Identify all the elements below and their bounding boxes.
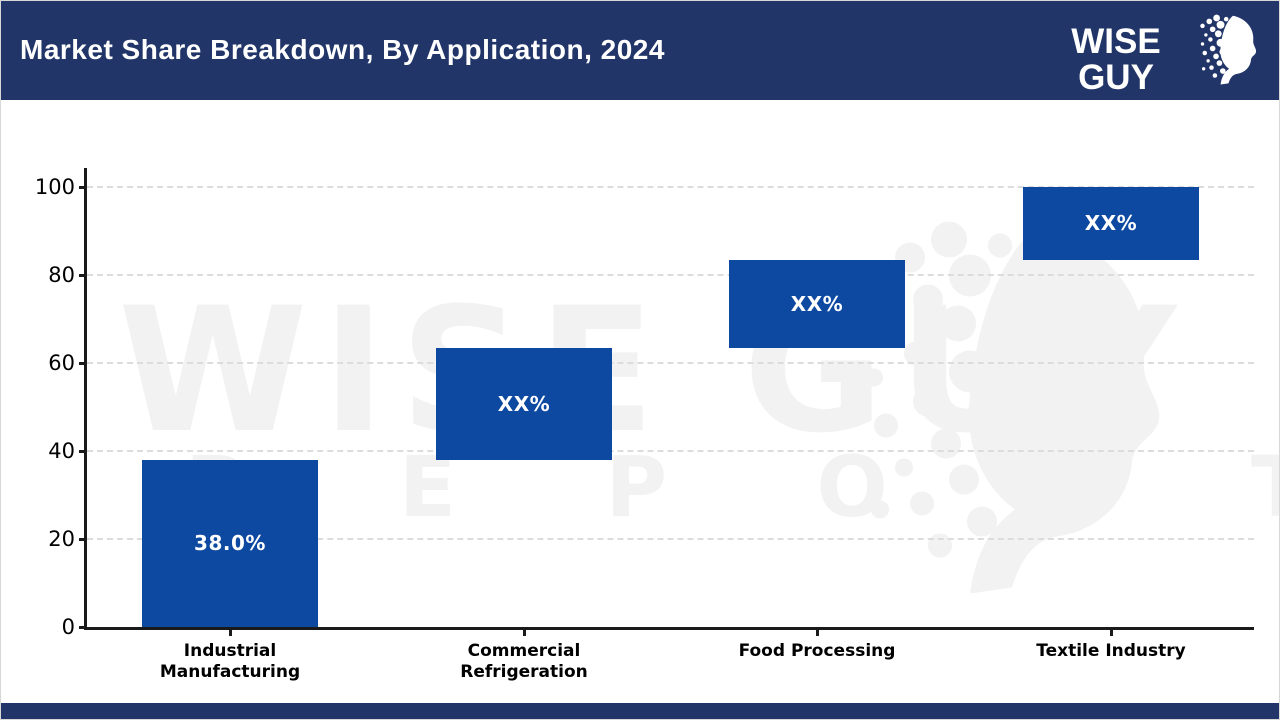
bar-3: XX% [1023,187,1199,260]
category-label-line: Refrigeration [460,662,588,682]
category-label-line: Industrial [183,641,277,661]
y-tick-0 [79,625,87,629]
x-axis-line [84,627,1254,630]
gridline-y40 [87,450,1254,452]
bar-value-label: 38.0% [194,531,266,556]
category-label-line: Manufacturing [159,662,301,682]
category-label-line: Commercial [467,641,581,661]
brand-logo-reports: REPORTS [1057,98,1184,113]
x-tick-1 [522,630,526,636]
category-label-0: Industrial Manufacturing [100,641,360,683]
y-tick-label-80: 80 [48,263,75,287]
bar-2: XX% [729,259,905,348]
header-bar: Market Share Breakdown, By Application, … [0,0,1280,113]
y-tick-label-40: 40 [48,439,75,463]
footer-bar [0,703,1280,720]
bar-value-label: XX% [497,391,551,416]
gridline-y80 [87,274,1254,276]
bar-value-label: XX% [790,291,844,316]
y-axis-line [84,168,87,630]
bar-value-label: XX% [1084,211,1138,236]
brand-logo-text: WISE GUY REPORTS [1032,22,1200,114]
page-title: Market Share Breakdown, By Application, … [20,34,665,65]
x-tick-2 [815,630,819,636]
bar-0: 38.0% [142,459,318,627]
y-tick-60 [79,361,87,365]
watermark-head-icon [862,221,1160,594]
brand-logo: WISE GUY REPORTS [1032,8,1262,113]
category-label-2: Food Processing [687,641,947,662]
x-tick-0 [228,630,232,636]
category-label-line: Food Processing [738,641,896,661]
y-tick-label-100: 100 [34,175,75,199]
brand-head-icon [1200,14,1257,85]
brand-logo-wiseguy: WISE GUY [1071,22,1161,97]
category-label-1: Commercial Refrigeration [394,641,654,683]
bar-1: XX% [436,347,612,460]
category-label-line: Textile Industry [1036,641,1186,661]
y-tick-label-0: 0 [61,615,75,639]
category-label-3: Textile Industry [981,641,1241,662]
y-tick-80 [79,273,87,277]
y-tick-label-60: 60 [48,351,75,375]
y-tick-20 [79,537,87,541]
gridline-y60 [87,362,1254,364]
x-tick-3 [1109,630,1113,636]
gridline-y100 [87,186,1254,188]
gridline-y20 [87,538,1254,540]
y-tick-100 [79,185,87,189]
y-tick-40 [79,449,87,453]
y-tick-label-20: 20 [48,527,75,551]
